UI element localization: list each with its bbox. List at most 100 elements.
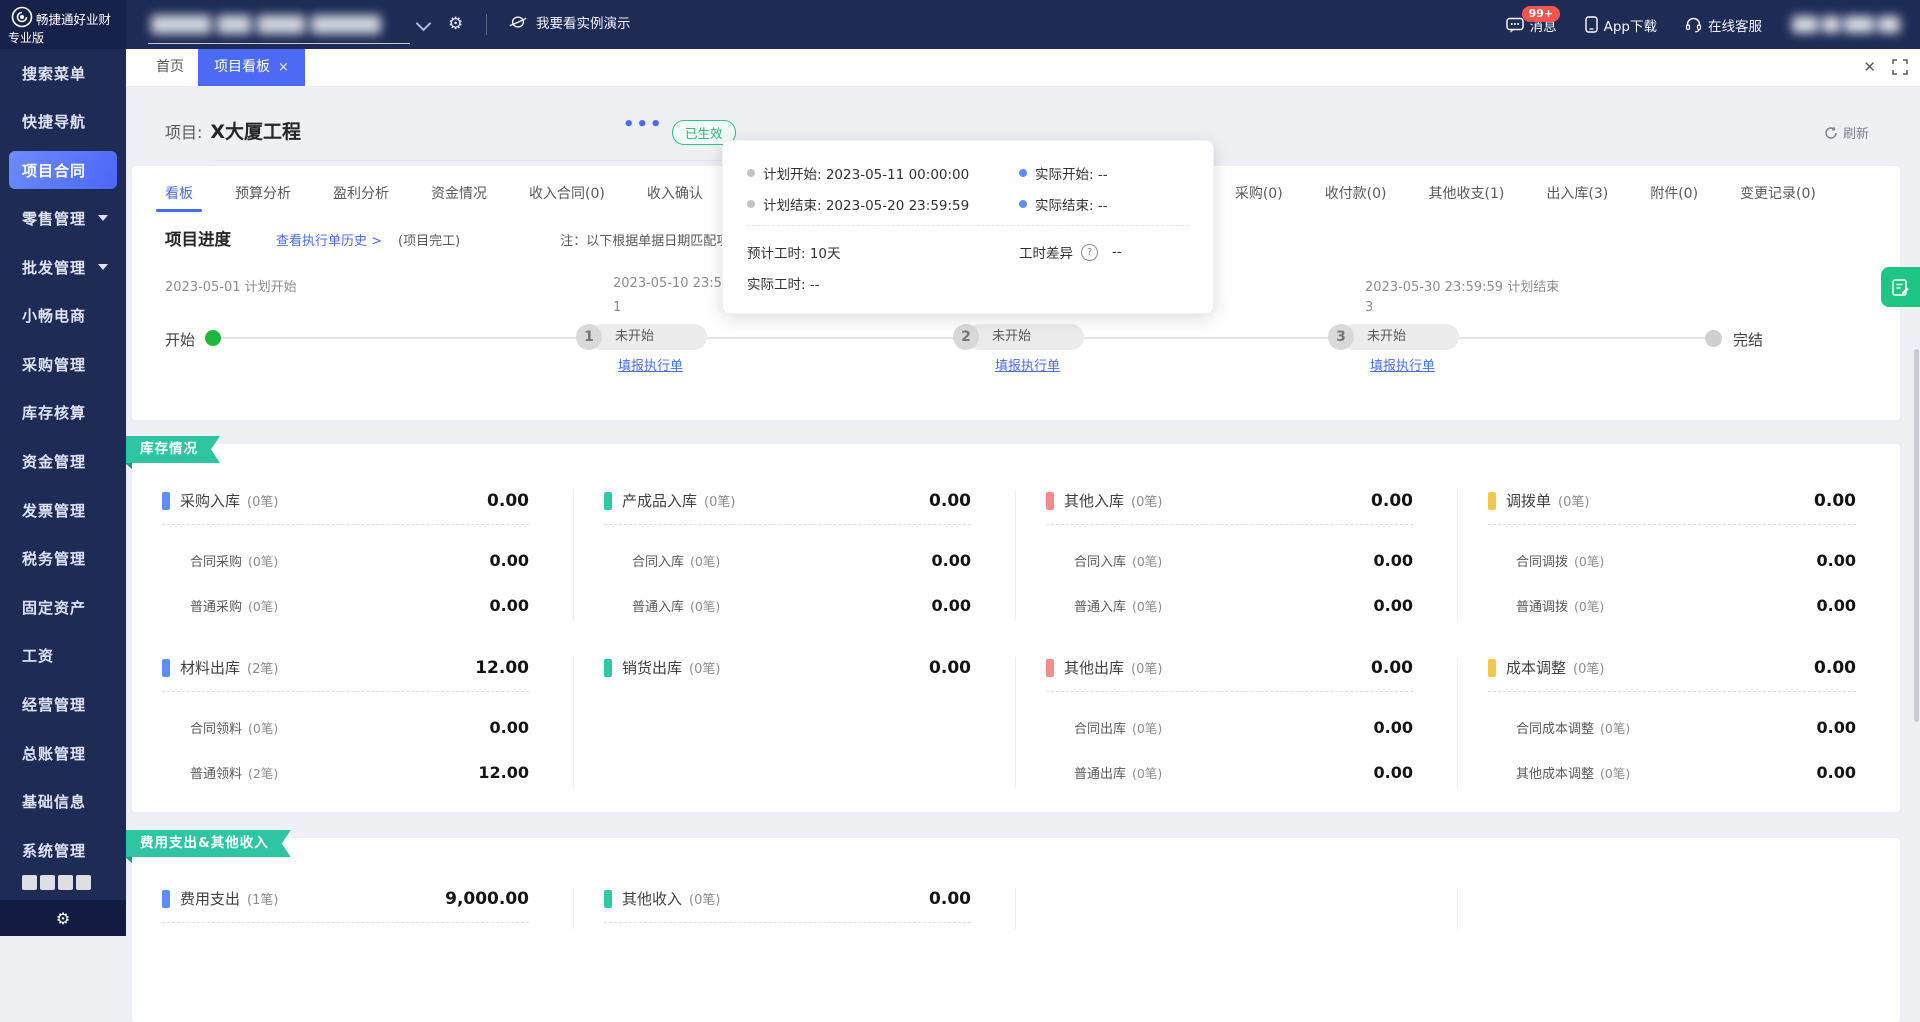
card-value: 0.00: [929, 490, 971, 511]
fullscreen-icon[interactable]: [1892, 59, 1908, 75]
history-link[interactable]: 查看执行单历史 >: [276, 234, 383, 249]
tab-payments[interactable]: 收付款(0): [1324, 186, 1387, 202]
quick-note-widget[interactable]: [1881, 267, 1920, 307]
expense-row: 费用支出 (1笔) 9,000.00 其他收入 (0笔) 0.00: [132, 888, 1900, 929]
ribbon-fold: [125, 857, 132, 863]
sidebar-settings-bar[interactable]: ⚙: [0, 900, 126, 936]
chevron-down-icon[interactable]: [415, 15, 432, 32]
sidebar-item-ecommerce[interactable]: 小畅电商: [0, 291, 126, 340]
empty-cell: [1458, 888, 1900, 929]
tab-budget-analysis[interactable]: 预算分析: [235, 186, 291, 202]
topbar-divider: [486, 14, 487, 35]
tab-purchase[interactable]: 采购(0): [1234, 186, 1283, 202]
dashed-divider: [1046, 691, 1413, 692]
tab-funds[interactable]: 资金情况: [431, 186, 487, 202]
card-count: (0笔): [704, 495, 736, 510]
fill-execution-link-3[interactable]: 填报执行单: [1370, 359, 1436, 374]
timeline-node-1[interactable]: 1 未开始: [576, 324, 707, 350]
close-tab-icon[interactable]: ×: [278, 60, 289, 75]
sidebar-item-general-ledger[interactable]: 总账管理: [0, 729, 126, 778]
sidebar-item-search-menu[interactable]: 搜索菜单: [0, 49, 126, 98]
sidebar-item-partial[interactable]: [0, 874, 126, 895]
card-value: 0.00: [1371, 657, 1413, 678]
sidebar-item-label: 发票管理: [22, 501, 87, 520]
card-count: (0笔): [1558, 495, 1590, 510]
card-transfer-order: 调拨单 (0笔) 0.00 合同调拨 (0笔) 0.00 普通调拨 (0笔) 0.00: [1458, 490, 1900, 621]
refresh-button[interactable]: 刷新: [1824, 123, 1869, 142]
sidebar-item-payroll[interactable]: 工资: [0, 632, 126, 681]
node-number: 1: [576, 324, 602, 350]
dashed-divider: [1046, 524, 1413, 525]
sidebar-item-label: 小畅电商: [22, 307, 87, 326]
node-status: 未开始: [1341, 324, 1459, 350]
sidebar-item-inventory-accounting[interactable]: 库存核算: [0, 389, 126, 438]
sidebar-item-operations[interactable]: 经营管理: [0, 680, 126, 729]
tab-board[interactable]: 看板: [165, 183, 193, 203]
timeline-node-2[interactable]: 2 未开始: [953, 324, 1084, 350]
project-label: 项目:: [165, 122, 203, 142]
messages-button[interactable]: 消息 99+: [1505, 5, 1561, 35]
node-number: 3: [1328, 324, 1354, 350]
card-value: 0.00: [929, 888, 971, 909]
sidebar-item-retail[interactable]: 零售管理: [0, 194, 126, 243]
tab-income-contract[interactable]: 收入合同(0): [529, 186, 605, 202]
phone-icon: [1584, 16, 1598, 33]
tab-profit-analysis[interactable]: 盈利分析: [333, 186, 389, 202]
sidebar-item-label: 搜索菜单: [22, 64, 87, 83]
settings-gear-icon[interactable]: ⚙: [448, 14, 464, 34]
card-value: 9,000.00: [445, 888, 529, 909]
card-title: 调拨单: [1506, 492, 1552, 510]
timeline-node-3[interactable]: 3 未开始: [1328, 324, 1459, 350]
app-download-button[interactable]: App下载: [1584, 15, 1657, 35]
fill-execution-link-2[interactable]: 填报执行单: [995, 359, 1061, 374]
support-button[interactable]: 在线客服: [1685, 15, 1762, 35]
card-value: 12.00: [475, 657, 529, 678]
sidebar-item-label: 零售管理: [22, 209, 87, 228]
fill-execution-link-1[interactable]: 填报执行单: [618, 359, 684, 374]
tab-attachments[interactable]: 附件(0): [1650, 186, 1699, 202]
tab-income-confirm[interactable]: 收入确认: [646, 186, 703, 202]
sidebar-item-tax[interactable]: 税务管理: [0, 534, 126, 583]
card-count: (1笔): [247, 893, 279, 908]
sidebar-item-funds[interactable]: 资金管理: [0, 437, 126, 486]
brand-edition: 专业版: [8, 31, 45, 45]
sidebar-item-base-info[interactable]: 基础信息: [0, 777, 126, 826]
card-other-in: 其他入库 (0笔) 0.00 合同入库 (0笔) 0.00 普通入库 (0笔) 0.00: [1016, 490, 1458, 621]
card-title: 产成品入库: [622, 492, 698, 510]
node3-index: 3: [1365, 300, 1374, 315]
sidebar-item-fixed-assets[interactable]: 固定资产: [0, 583, 126, 632]
sidebar-item-system[interactable]: 系统管理: [0, 826, 126, 875]
tab-change-log[interactable]: 变更记录(0): [1740, 186, 1816, 202]
card-title: 费用支出: [180, 890, 241, 908]
refresh-icon: [1824, 126, 1838, 140]
card-purchase-in: 采购入库 (0笔) 0.00 合同采购 (0笔) 0.00 普通采购 (0笔) 0.00: [132, 490, 574, 621]
tab-other-income-expense[interactable]: 其他收支(1): [1428, 186, 1505, 202]
sidebar-item-quick-nav[interactable]: 快捷导航: [0, 98, 126, 147]
title-divider: [215, 160, 1215, 161]
inventory-row-1: 采购入库 (0笔) 0.00 合同采购 (0笔) 0.00 普通采购 (0笔) 0.00 产…: [132, 490, 1900, 621]
tab-project-board[interactable]: 项目看板 ×: [198, 49, 305, 86]
tooltip-divider: [747, 225, 1189, 226]
category-marker: [604, 658, 612, 677]
company-selector-blurred[interactable]: [148, 11, 398, 38]
tab-home[interactable]: 首页: [156, 59, 184, 75]
sidebar-item-wholesale[interactable]: 批发管理: [0, 243, 126, 292]
close-icon[interactable]: ✕: [1863, 58, 1876, 76]
sidebar-item-invoices[interactable]: 发票管理: [0, 486, 126, 535]
help-icon[interactable]: ?: [1081, 243, 1098, 261]
app-logo: 畅捷通好业财 专业版: [0, 0, 126, 49]
message-bubble-icon: [1505, 17, 1524, 33]
window-tab-strip: 首页 项目看板 × ✕: [126, 49, 1920, 87]
user-name-blurred[interactable]: [1790, 12, 1902, 37]
sub-row: 普通入库 (0笔) 0.00: [1074, 596, 1413, 615]
tab-in-out-warehouse[interactable]: 出入库(3): [1546, 186, 1609, 202]
demo-link[interactable]: 我要看实例演示: [508, 12, 631, 32]
card-count: (0笔): [1131, 495, 1163, 510]
app-download-label: App下载: [1603, 18, 1657, 35]
brand-logo-icon: [10, 5, 34, 29]
sidebar-item-project-contract[interactable]: 项目合同: [9, 151, 117, 190]
sub-row: 普通出库 (0笔) 0.00: [1074, 763, 1413, 782]
more-actions-button[interactable]: •••: [623, 114, 664, 135]
sidebar-item-purchasing[interactable]: 采购管理: [0, 340, 126, 389]
vertical-scrollbar[interactable]: [1914, 349, 1919, 722]
